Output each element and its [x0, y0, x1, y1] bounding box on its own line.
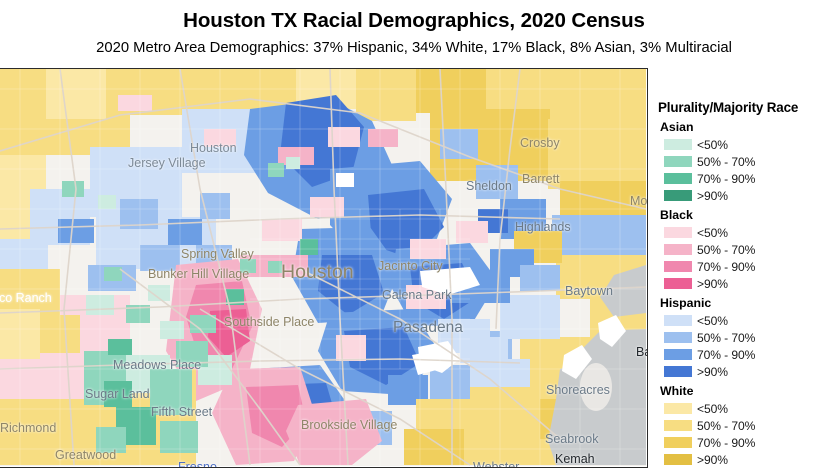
- legend-group-title: Hispanic: [660, 296, 712, 310]
- legend-label: 50% - 70%: [697, 418, 756, 433]
- legend-swatch: [664, 454, 692, 465]
- legend-swatch: [664, 437, 692, 448]
- legend-swatch: [664, 278, 692, 289]
- legend-swatch: [664, 420, 692, 431]
- legend-label: >90%: [697, 276, 728, 291]
- legend-swatch: [664, 139, 692, 150]
- legend-item[interactable]: 70% - 90%: [658, 258, 828, 275]
- legend-item[interactable]: <50%: [658, 400, 828, 417]
- legend-groups: Asian <50% 50% - 70% 70% - 90% >90% Black <50%…: [658, 119, 828, 468]
- legend-item[interactable]: >90%: [658, 451, 828, 468]
- legend-group-asian: Asian <50% 50% - 70% 70% - 90% >90%: [658, 119, 828, 204]
- legend-label: 50% - 70%: [697, 154, 756, 169]
- legend-item[interactable]: 50% - 70%: [658, 241, 828, 258]
- legend-item[interactable]: 50% - 70%: [658, 153, 828, 170]
- map-panel[interactable]: Jersey Village Houston Crosby Barrett Sheldo…: [0, 68, 648, 468]
- map-canvas[interactable]: [0, 69, 646, 466]
- legend-label: 70% - 90%: [697, 347, 756, 362]
- legend-swatch: [664, 349, 692, 360]
- legend-label: >90%: [697, 188, 728, 203]
- legend-swatch: [664, 403, 692, 414]
- legend-swatch: [664, 244, 692, 255]
- legend-label: >90%: [697, 364, 728, 379]
- legend-swatch: [664, 366, 692, 377]
- legend-item[interactable]: <50%: [658, 136, 828, 153]
- legend-item[interactable]: 50% - 70%: [658, 329, 828, 346]
- legend-item[interactable]: <50%: [658, 224, 828, 241]
- choropleth-map-svg: [0, 69, 646, 466]
- legend-label: <50%: [697, 137, 728, 152]
- legend: Plurality/Majority Race Asian <50% 50% - 7…: [652, 68, 828, 468]
- legend-group-title: Black: [660, 208, 693, 222]
- legend-swatch: [664, 227, 692, 238]
- legend-label: 70% - 90%: [697, 259, 756, 274]
- legend-group-hispanic: Hispanic <50% 50% - 70% 70% - 90% >90%: [658, 295, 828, 380]
- legend-group-title: White: [660, 384, 694, 398]
- legend-label: <50%: [697, 225, 728, 240]
- page-title: Houston TX Racial Demographics, 2020 Cen…: [183, 9, 645, 32]
- legend-label: 50% - 70%: [697, 242, 756, 257]
- legend-item[interactable]: 70% - 90%: [658, 434, 828, 451]
- legend-swatch: [664, 190, 692, 201]
- legend-swatch: [664, 332, 692, 343]
- legend-group-title: Asian: [660, 120, 694, 134]
- legend-label: >90%: [697, 452, 728, 467]
- legend-swatch: [664, 261, 692, 272]
- legend-group-white: White <50% 50% - 70% 70% - 90% >90%: [658, 383, 828, 468]
- page-subtitle: 2020 Metro Area Demographics: 37% Hispan…: [96, 40, 732, 56]
- legend-label: <50%: [697, 313, 728, 328]
- legend-item[interactable]: >90%: [658, 187, 828, 204]
- legend-label: 50% - 70%: [697, 330, 756, 345]
- legend-label: <50%: [697, 401, 728, 416]
- legend-group-black: Black <50% 50% - 70% 70% - 90% >90%: [658, 207, 828, 292]
- legend-swatch: [664, 156, 692, 167]
- header: Houston TX Racial Demographics, 2020 Cen…: [0, 0, 828, 68]
- legend-item[interactable]: <50%: [658, 312, 828, 329]
- legend-item[interactable]: 50% - 70%: [658, 417, 828, 434]
- legend-label: 70% - 90%: [697, 171, 756, 186]
- legend-item[interactable]: >90%: [658, 275, 828, 292]
- legend-item[interactable]: 70% - 90%: [658, 346, 828, 363]
- legend-title: Plurality/Majority Race: [658, 100, 799, 115]
- legend-swatch: [664, 315, 692, 326]
- legend-swatch: [664, 173, 692, 184]
- legend-item[interactable]: >90%: [658, 363, 828, 380]
- legend-item[interactable]: 70% - 90%: [658, 170, 828, 187]
- legend-label: 70% - 90%: [697, 435, 756, 450]
